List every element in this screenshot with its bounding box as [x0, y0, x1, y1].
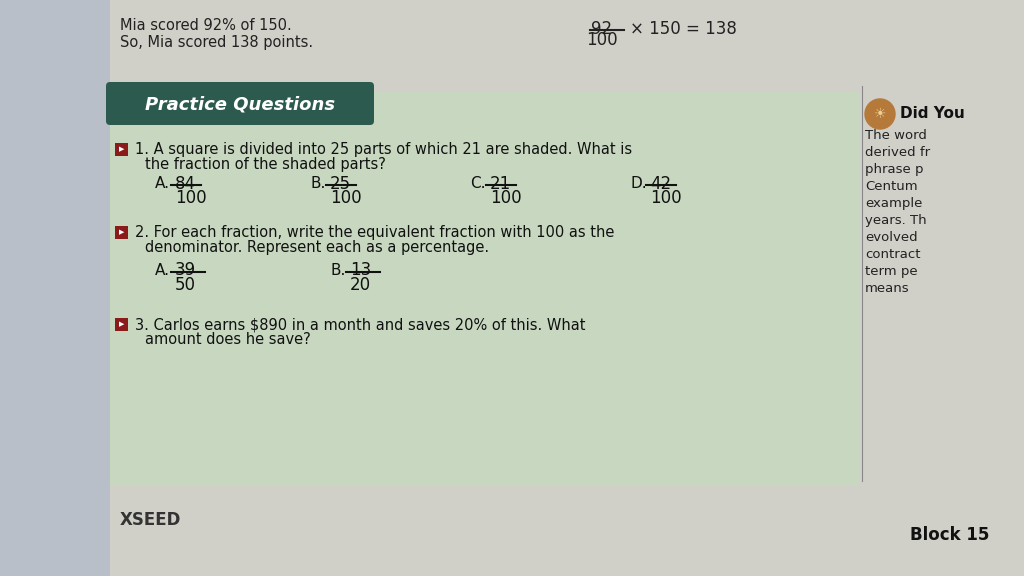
Text: The word: The word	[865, 129, 927, 142]
Text: 3. Carlos earns $890 in a month and saves 20% of this. What: 3. Carlos earns $890 in a month and save…	[135, 317, 586, 332]
Text: ☀: ☀	[873, 107, 886, 121]
Text: term pe: term pe	[865, 265, 918, 278]
Text: × 150 = 138: × 150 = 138	[630, 20, 737, 38]
Text: 25: 25	[330, 175, 351, 193]
Text: Centum: Centum	[865, 180, 918, 193]
Text: amount does he save?: amount does he save?	[145, 332, 310, 347]
Text: Mia scored 92% of 150.: Mia scored 92% of 150.	[120, 18, 292, 33]
Text: 39: 39	[175, 261, 197, 279]
Text: B.: B.	[330, 263, 345, 278]
Text: 100: 100	[330, 189, 361, 207]
Text: So, Mia scored 138 points.: So, Mia scored 138 points.	[120, 35, 313, 50]
Text: Did You: Did You	[900, 107, 965, 122]
Text: ▶: ▶	[119, 146, 124, 152]
Text: 42: 42	[650, 175, 671, 193]
Text: Practice Questions: Practice Questions	[145, 95, 335, 113]
FancyBboxPatch shape	[115, 318, 128, 331]
FancyBboxPatch shape	[0, 0, 110, 576]
FancyBboxPatch shape	[860, 0, 1024, 491]
Text: 100: 100	[175, 189, 207, 207]
Text: 20: 20	[350, 276, 371, 294]
Text: means: means	[865, 282, 909, 295]
FancyBboxPatch shape	[115, 143, 128, 156]
Text: A.: A.	[155, 176, 170, 191]
FancyBboxPatch shape	[106, 82, 374, 125]
FancyBboxPatch shape	[115, 226, 128, 239]
Text: evolved: evolved	[865, 231, 918, 244]
FancyBboxPatch shape	[110, 486, 860, 576]
Text: B.: B.	[310, 176, 326, 191]
Text: 100: 100	[650, 189, 682, 207]
Text: phrase p: phrase p	[865, 163, 924, 176]
Text: A.: A.	[155, 263, 170, 278]
Text: 92: 92	[592, 20, 612, 38]
Text: 50: 50	[175, 276, 196, 294]
Text: derived fr: derived fr	[865, 146, 930, 159]
Text: ▶: ▶	[119, 229, 124, 235]
Circle shape	[865, 99, 895, 129]
Text: Block 15: Block 15	[910, 526, 989, 544]
Text: 2. For each fraction, write the equivalent fraction with 100 as the: 2. For each fraction, write the equivale…	[135, 225, 614, 240]
Text: denominator. Represent each as a percentage.: denominator. Represent each as a percent…	[145, 240, 489, 255]
Text: years. Th: years. Th	[865, 214, 927, 227]
Text: contract: contract	[865, 248, 921, 261]
Text: 100: 100	[490, 189, 521, 207]
Text: 84: 84	[175, 175, 196, 193]
Text: example: example	[865, 197, 923, 210]
Text: D.: D.	[630, 176, 646, 191]
Text: 1. A square is divided into 25 parts of which 21 are shaded. What is: 1. A square is divided into 25 parts of …	[135, 142, 632, 157]
Text: XSEED: XSEED	[120, 511, 181, 529]
FancyBboxPatch shape	[110, 0, 1024, 96]
Text: ▶: ▶	[119, 321, 124, 327]
FancyBboxPatch shape	[110, 91, 860, 491]
Text: 21: 21	[490, 175, 511, 193]
Text: 13: 13	[350, 261, 372, 279]
Text: the fraction of the shaded parts?: the fraction of the shaded parts?	[145, 157, 386, 172]
Text: C.: C.	[470, 176, 485, 191]
Text: 100: 100	[586, 31, 617, 49]
